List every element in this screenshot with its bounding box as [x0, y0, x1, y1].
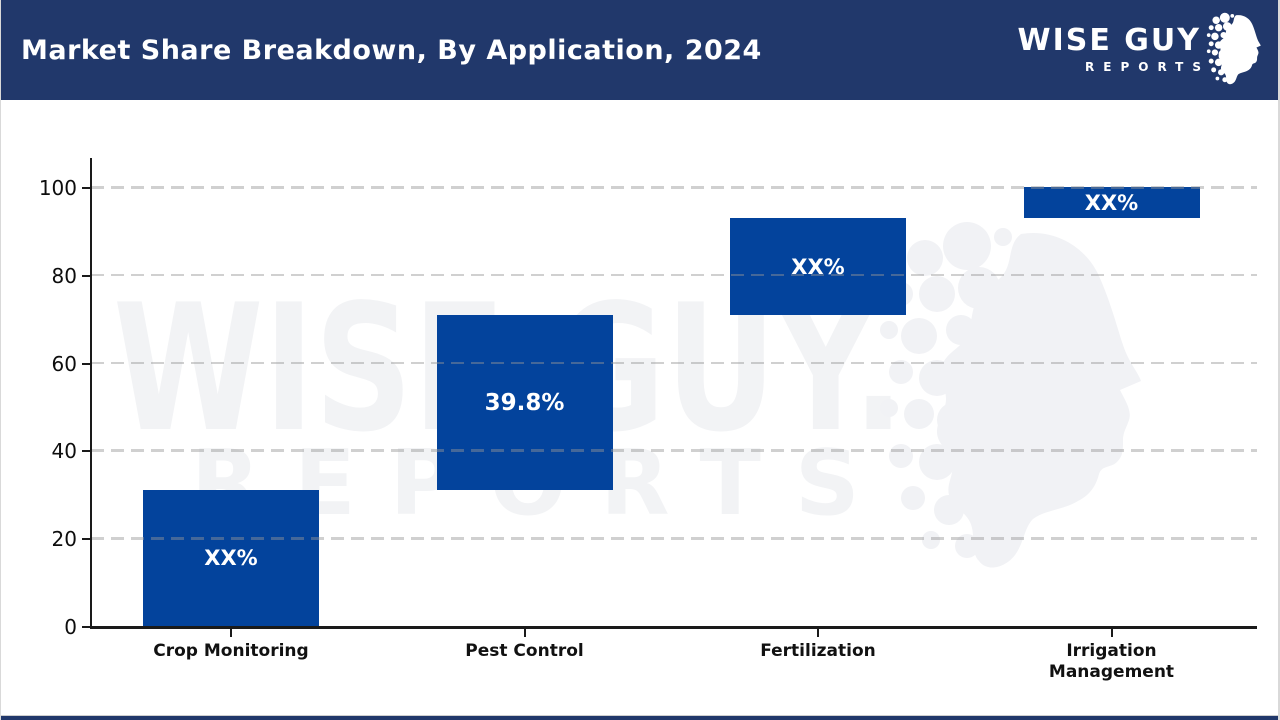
footer-bar [1, 716, 1278, 720]
x-axis-tick [1110, 629, 1113, 637]
bar-value-label: XX% [791, 254, 845, 279]
y-axis-tick [82, 362, 90, 365]
x-category-label: Fertilization [760, 641, 876, 661]
y-tick-label: 20 [51, 527, 77, 552]
y-tick-label: 40 [51, 439, 77, 464]
bar [436, 315, 613, 490]
bar [143, 489, 319, 626]
gridline [91, 273, 1257, 277]
y-axis-tick [82, 274, 90, 277]
y-tick-label: 80 [51, 263, 77, 288]
y-axis-tick [82, 187, 90, 189]
logo-wordmark: WISE GUY [1017, 23, 1201, 58]
bar [1023, 187, 1200, 219]
x-axis-tick [230, 629, 232, 637]
gridline [91, 537, 1257, 540]
y-tick-label: 60 [51, 351, 77, 376]
bar-value-label: XX% [1084, 190, 1139, 215]
logo-face-icon [1206, 12, 1261, 85]
x-axis-tick [817, 629, 819, 637]
y-axis-line [90, 158, 92, 628]
x-category-label: Irrigation Management [1048, 641, 1175, 682]
x-axis-tick [523, 629, 526, 637]
bar [730, 218, 906, 316]
x-category-label: Crop Monitoring [153, 641, 309, 661]
logo-subtext: REPORTS [1085, 60, 1210, 74]
logo-text: WISE GUY REPORTS [1017, 23, 1201, 75]
brand-logo: WISE GUY REPORTS [1017, 11, 1267, 89]
y-axis-tick [82, 538, 90, 541]
y-axis-tick [82, 450, 90, 453]
gridline [91, 449, 1257, 452]
watermark-face-icon [880, 222, 1141, 568]
gridline [91, 361, 1257, 365]
gridline [91, 186, 1257, 189]
x-category-label: Pest Control [465, 641, 584, 661]
y-tick-label: 100 [38, 176, 77, 200]
bar-value-label: 39.8% [484, 389, 565, 416]
waterfall-chart: WISE GUY. REPORTS XX%39.8%XX%XX%02040608… [1, 100, 1278, 716]
footer-divider [1, 715, 1278, 716]
header: Market Share Breakdown, By Application, … [1, 0, 1278, 100]
page-title: Market Share Breakdown, By Application, … [21, 34, 762, 66]
x-axis-line [90, 626, 1257, 629]
y-tick-label: 0 [64, 615, 77, 639]
y-axis-tick [82, 626, 90, 628]
bar-value-label: XX% [204, 545, 258, 570]
